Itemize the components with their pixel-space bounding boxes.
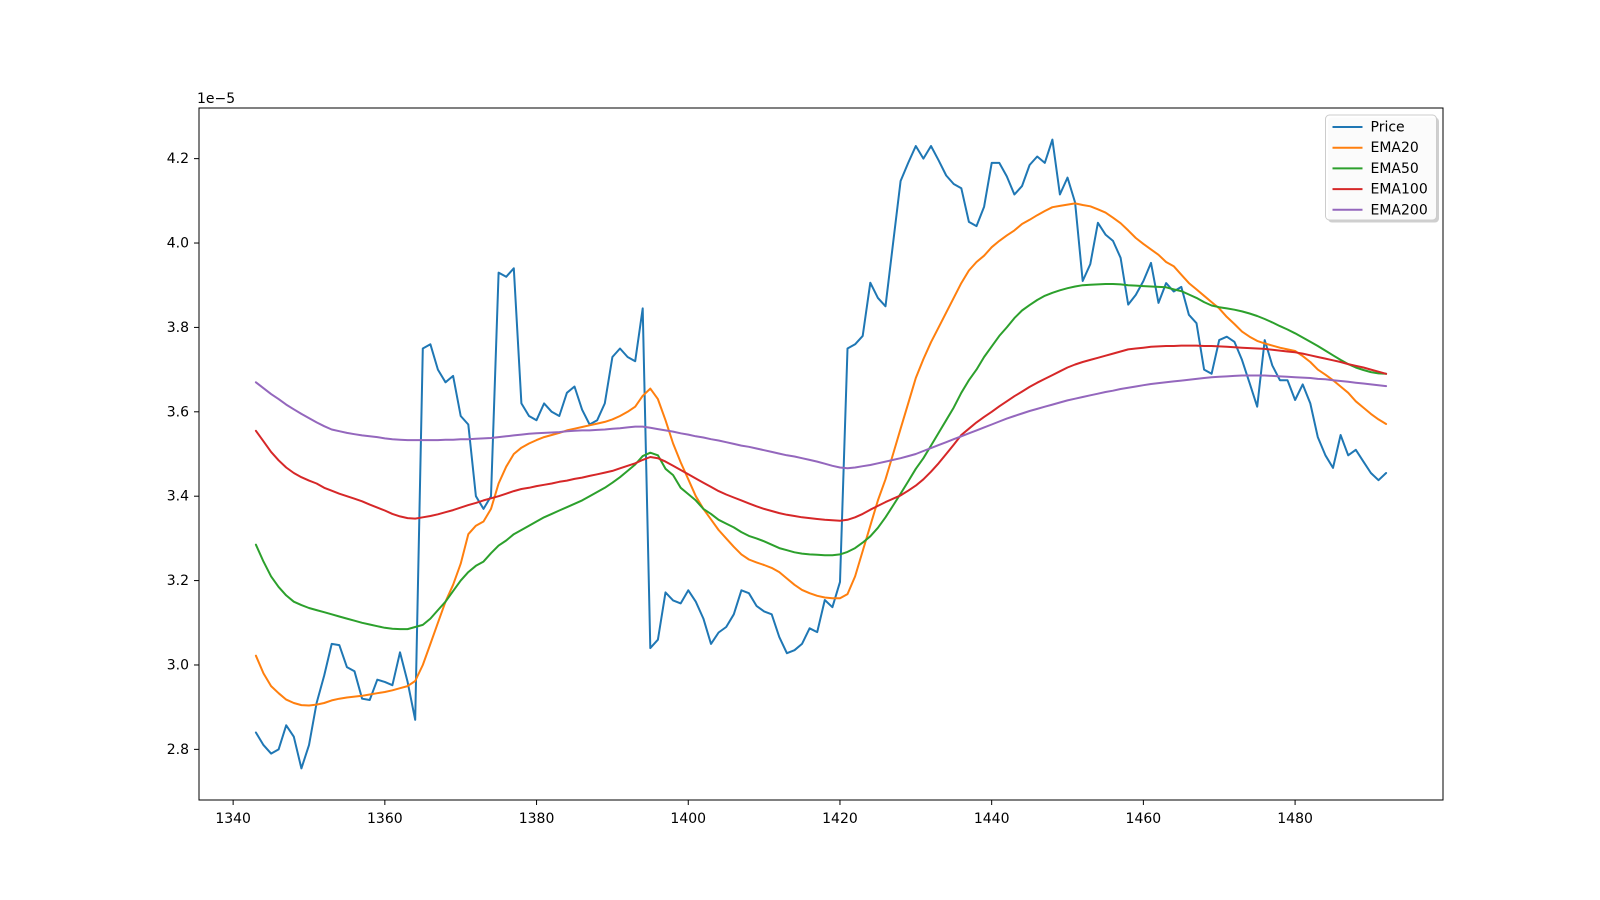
series-line-ema20 (254, 202, 1388, 707)
y-tick-label: 3.8 (167, 320, 189, 336)
legend-label: EMA100 (1371, 182, 1428, 198)
legend-label: EMA200 (1371, 202, 1428, 218)
x-tick-label: 1340 (215, 811, 251, 827)
series-line-ema50 (254, 283, 1388, 631)
legend-entry-ema20: EMA20 (1332, 140, 1419, 156)
legend-entry-price: Price (1332, 120, 1405, 136)
x-tick-label: 1420 (822, 811, 858, 827)
legend-label: Price (1371, 120, 1405, 136)
series-layer (254, 138, 1388, 770)
legend-label: EMA50 (1371, 161, 1419, 177)
x-tick-label: 1480 (1277, 811, 1313, 827)
series-line-ema200 (254, 374, 1388, 470)
x-tick-label: 1380 (519, 811, 555, 827)
series-line-price (254, 138, 1388, 770)
legend-entry-ema200: EMA200 (1332, 202, 1428, 218)
y-tick-label: 3.0 (167, 657, 189, 673)
x-tick-label: 1360 (367, 811, 403, 827)
y-tick-label: 3.2 (167, 573, 189, 589)
legend-label: EMA20 (1371, 140, 1419, 156)
legend: Price EMA20 EMA50 EMA100 EMA200 (1325, 114, 1439, 223)
legend-box (1325, 114, 1437, 221)
x-tick-label: 1460 (1126, 811, 1162, 827)
y-tick-label: 4.2 (167, 151, 189, 167)
axes-frame (198, 107, 1444, 801)
y-tick-label: 4.0 (167, 236, 189, 252)
legend-entry-ema100: EMA100 (1332, 182, 1428, 198)
y-axis-offset-label: 1e−5 (197, 91, 235, 107)
series-line-ema100 (254, 344, 1388, 522)
tick-layer: 1340 1360 1380 1400 1420 1440 1460 1480 2.8 3.0 3.… (167, 151, 1313, 827)
x-tick-label: 1440 (974, 811, 1010, 827)
y-tick-label: 3.4 (167, 489, 189, 505)
legend-entry-ema50: EMA50 (1332, 161, 1419, 177)
x-tick-label: 1400 (670, 811, 706, 827)
y-tick-label: 2.8 (167, 742, 189, 758)
y-tick-label: 3.6 (167, 404, 189, 420)
